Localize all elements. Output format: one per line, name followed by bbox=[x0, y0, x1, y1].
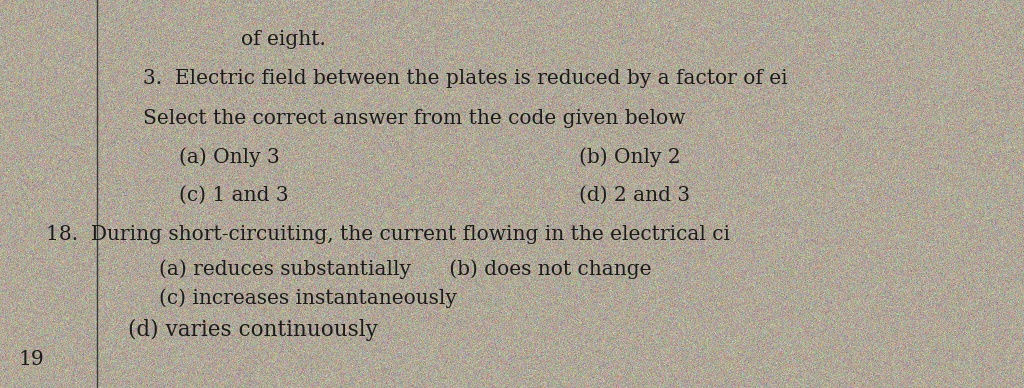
Text: 3.  Electric field between the plates is reduced by a factor of ei: 3. Electric field between the plates is … bbox=[143, 69, 788, 88]
Text: Select the correct answer from the code given below: Select the correct answer from the code … bbox=[143, 109, 686, 128]
Text: (a) reduces substantially      (b) does not change: (a) reduces substantially (b) does not c… bbox=[159, 260, 651, 279]
Text: (c) increases instantaneously: (c) increases instantaneously bbox=[159, 288, 457, 308]
Text: (b) Only 2: (b) Only 2 bbox=[579, 147, 680, 167]
Text: of eight.: of eight. bbox=[241, 30, 326, 49]
Text: (d) varies continuously: (d) varies continuously bbox=[128, 319, 378, 341]
Text: (d) 2 and 3: (d) 2 and 3 bbox=[579, 186, 690, 205]
Text: (a) Only 3: (a) Only 3 bbox=[179, 147, 280, 167]
Text: (c) 1 and 3: (c) 1 and 3 bbox=[179, 186, 289, 205]
Text: 18.  During short-circuiting, the current flowing in the electrical ci: 18. During short-circuiting, the current… bbox=[46, 225, 730, 244]
Text: 19: 19 bbox=[18, 350, 44, 369]
